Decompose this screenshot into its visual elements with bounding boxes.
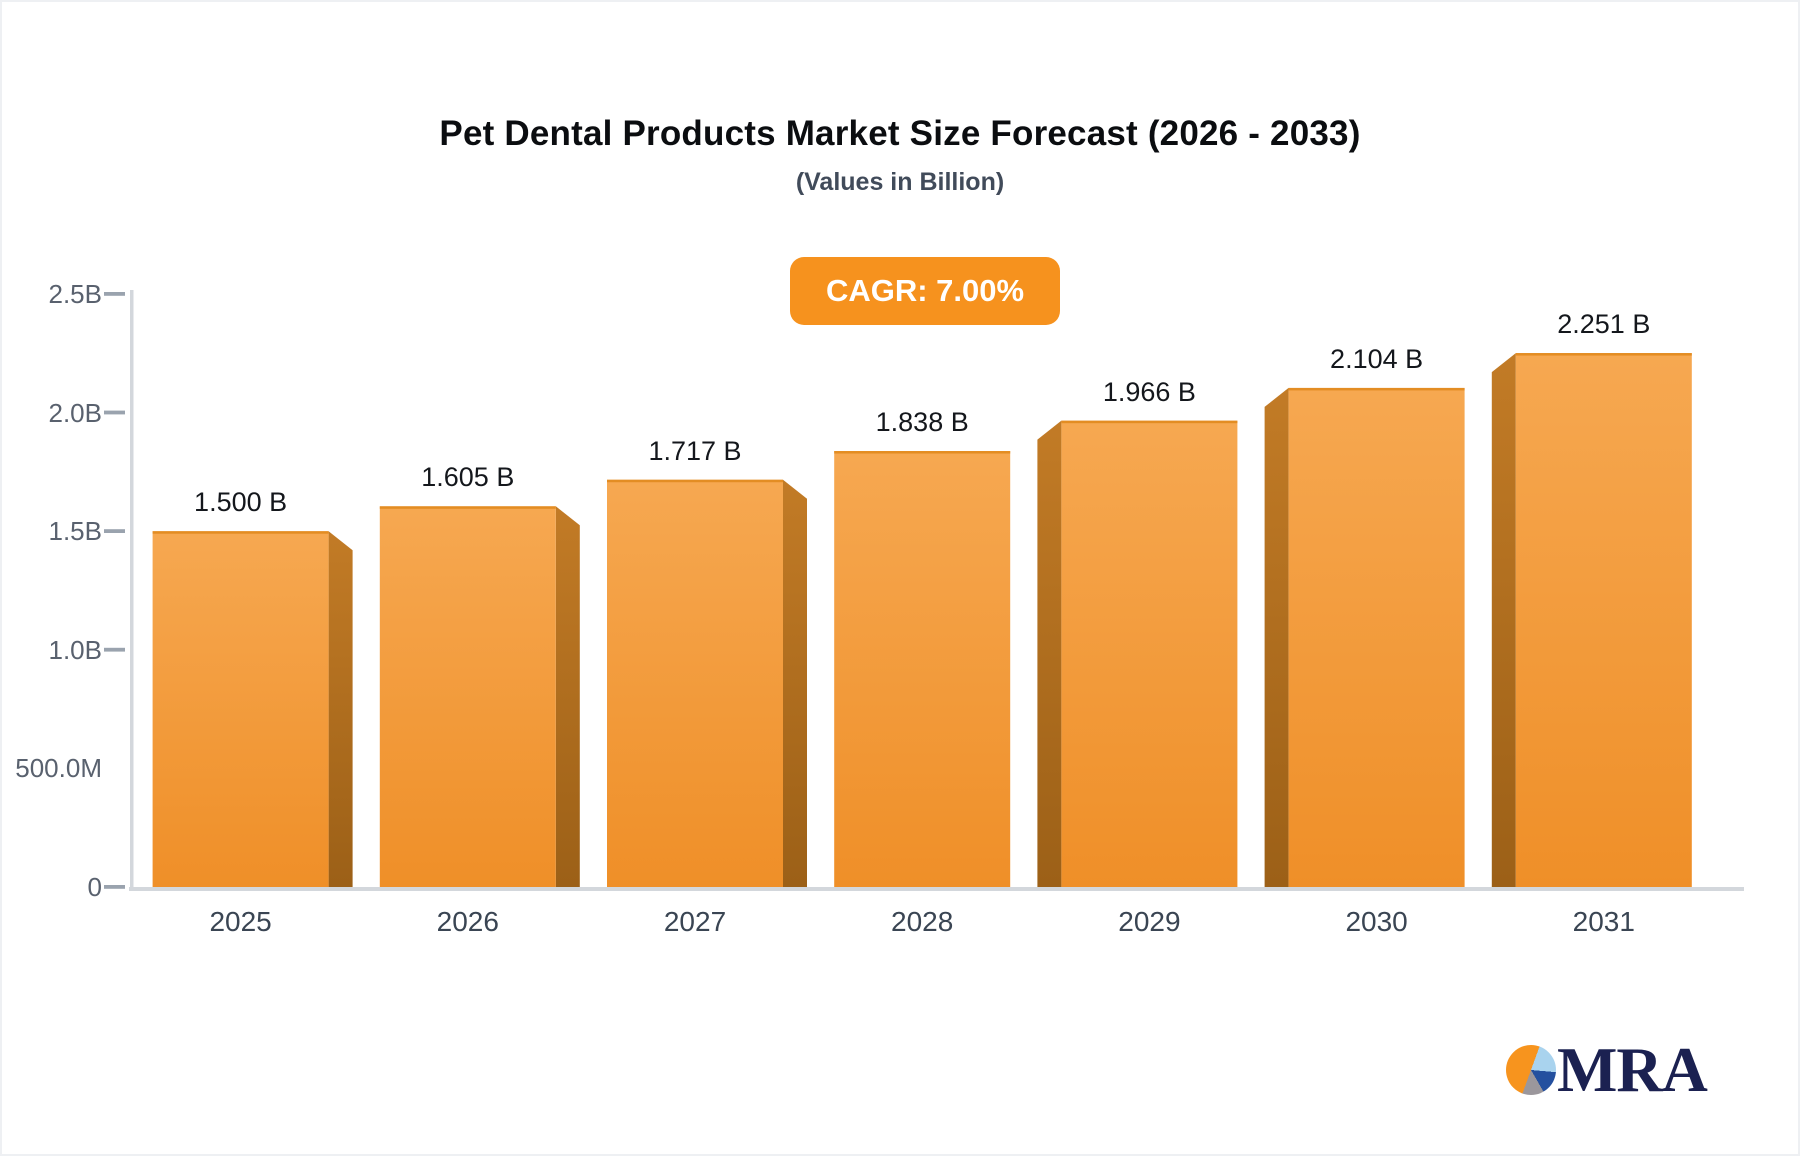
bar-2031[interactable] <box>1491 353 1692 887</box>
chart-subtitle: (Values in Billion) <box>795 168 1005 196</box>
bar-2028[interactable] <box>834 451 1011 887</box>
bar-2025[interactable] <box>152 531 353 887</box>
bar-value-label: 1.500 B <box>194 487 288 518</box>
cagr-badge-label: CAGR: 7.00% <box>825 273 1025 308</box>
bar-value-label: 1.605 B <box>421 462 515 493</box>
bar-value-label: 2.251 B <box>1557 309 1651 340</box>
y-axis-tick-label: 500.0M <box>15 753 102 784</box>
x-axis-year-label: 2027 <box>663 906 727 937</box>
cagr-badge: CAGR: 7.00% <box>790 257 1060 325</box>
x-axis-year-label: 2026 <box>436 906 499 937</box>
chart-title: Pet Dental Products Market Size Forecast… <box>439 114 1361 153</box>
bar-2027[interactable] <box>607 479 807 887</box>
x-axis-year-label: 2025 <box>209 906 272 937</box>
bar-value-label: 1.966 B <box>1102 376 1196 407</box>
y-axis-tick-label: 1.0B <box>48 634 103 665</box>
bar-value-label: 2.104 B <box>1330 343 1424 374</box>
bar-value-label: 1.838 B <box>875 407 969 438</box>
y-axis-tick-label: 2.0B <box>48 397 103 428</box>
y-axis-tick-label: 1.5B <box>48 516 103 547</box>
x-axis-year-label: 2031 <box>1572 906 1635 937</box>
x-axis-year-label: 2029 <box>1118 906 1181 937</box>
y-axis-tick-label: 2.5B <box>48 279 103 309</box>
bar-value-label: 1.717 B <box>648 435 742 466</box>
bar-2026[interactable] <box>379 506 580 887</box>
x-axis-year-label: 2030 <box>1345 906 1408 937</box>
bar-2030[interactable] <box>1264 387 1465 887</box>
y-axis-tick-label: 0 <box>87 872 102 902</box>
brand-logo-text: MRA <box>1557 1034 1708 1105</box>
brand-logo: MRA <box>1506 1034 1708 1105</box>
x-axis-year-label: 2028 <box>891 906 954 937</box>
pie-chart-logo-icon <box>1506 1045 1556 1095</box>
bar-2029[interactable] <box>1037 420 1238 887</box>
